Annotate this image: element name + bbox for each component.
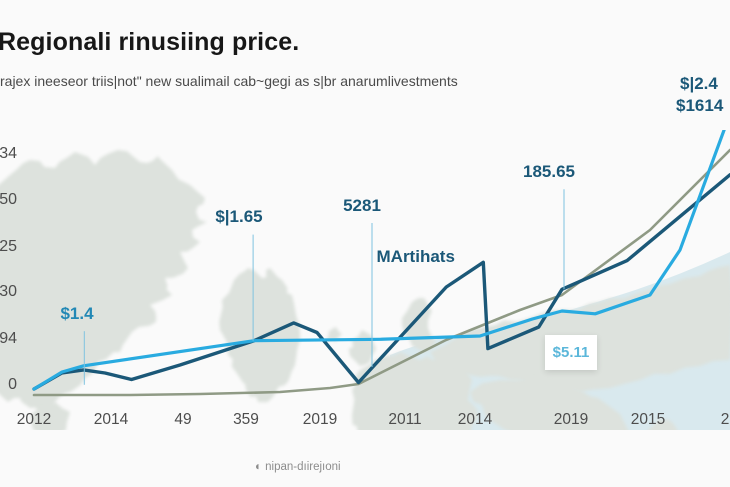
svg-text:34: 34 [0, 145, 17, 162]
svg-text:MArtihats: MArtihats [377, 247, 455, 266]
svg-text:185.65: 185.65 [523, 162, 575, 181]
svg-text:94: 94 [0, 330, 17, 347]
svg-text:50: 50 [0, 191, 17, 208]
svg-text:5281: 5281 [343, 196, 381, 215]
svg-text:2015: 2015 [631, 411, 665, 428]
svg-text:2011: 2011 [388, 411, 421, 428]
svg-text:$1.4: $1.4 [60, 304, 94, 323]
svg-text:2012: 2012 [17, 411, 51, 428]
svg-text:2: 2 [721, 411, 730, 428]
svg-text:2014: 2014 [458, 411, 493, 428]
svg-text:30: 30 [0, 283, 17, 300]
svg-text:2019: 2019 [303, 411, 337, 428]
svg-text:49: 49 [174, 411, 191, 428]
svg-text:25: 25 [0, 238, 17, 255]
svg-text:359: 359 [233, 411, 259, 428]
svg-text:$|1.65: $|1.65 [215, 207, 262, 226]
svg-text:2014: 2014 [94, 411, 129, 428]
svg-text:0: 0 [8, 376, 17, 393]
svg-text:2019: 2019 [554, 411, 588, 428]
